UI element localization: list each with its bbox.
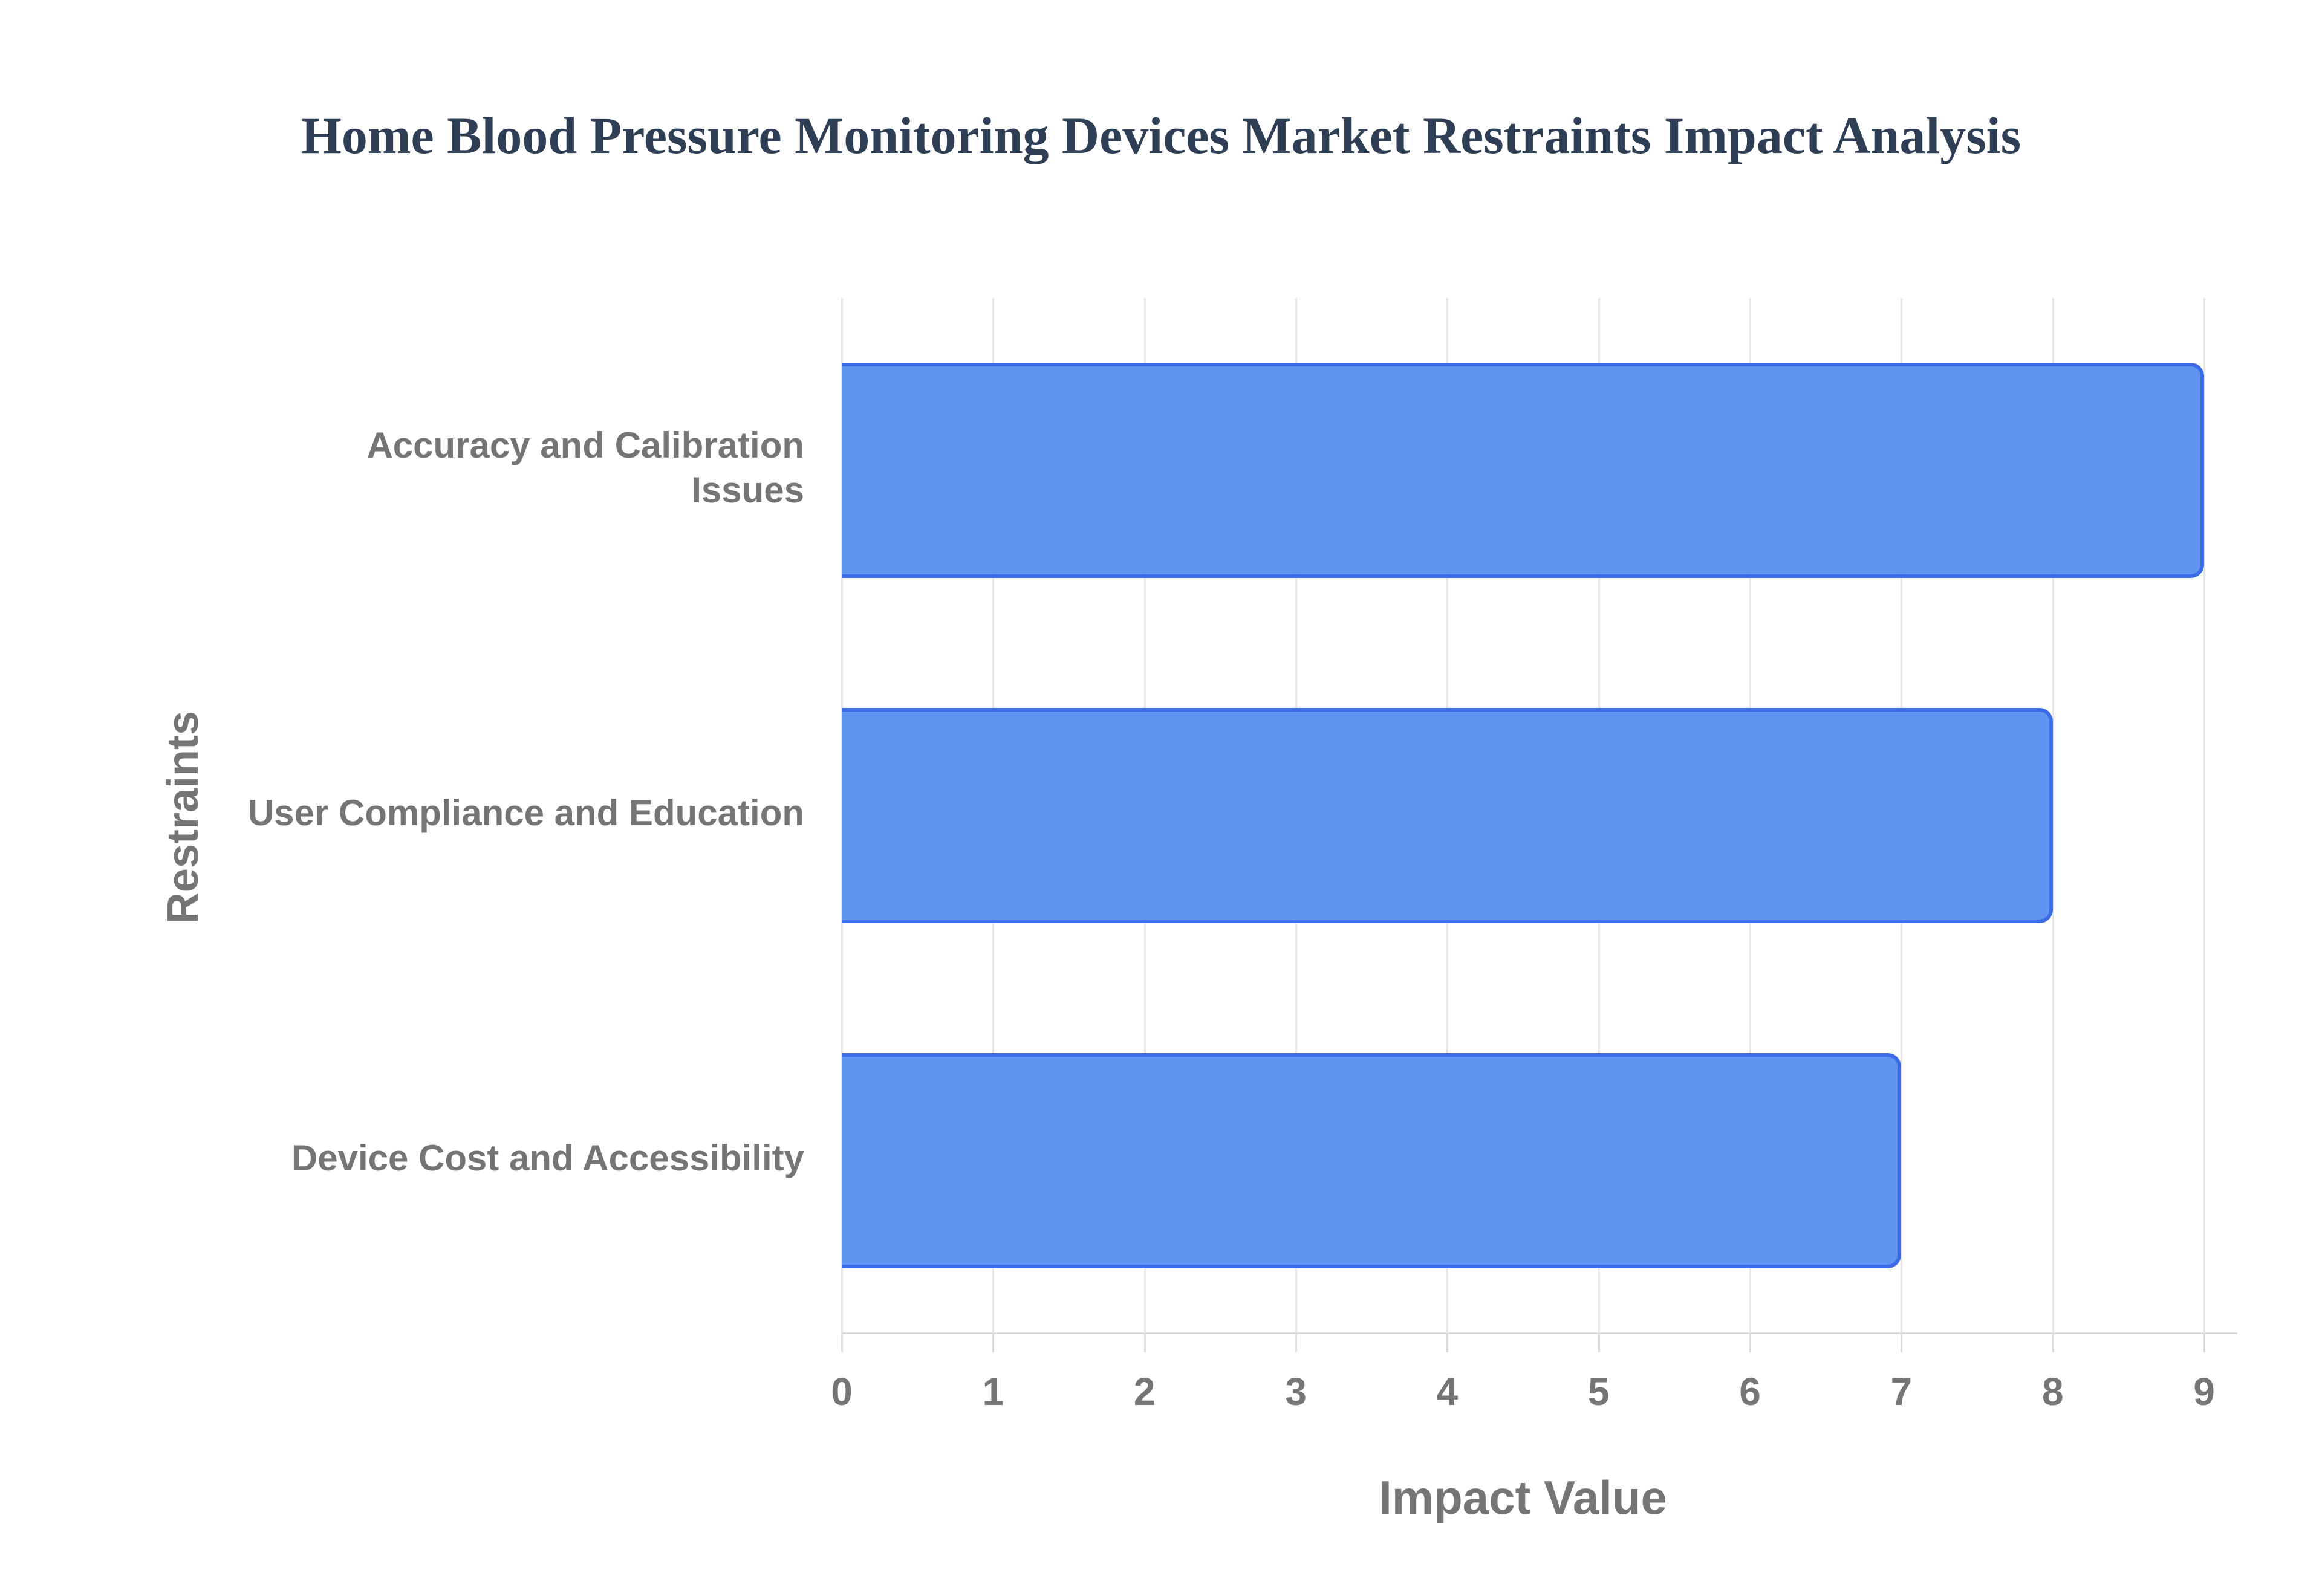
x-axis-line — [842, 1332, 2237, 1334]
x-tick-mark-7 — [1901, 1333, 1903, 1352]
y-category-label-user-compliance-and-education: User Compliance and Education — [247, 793, 804, 833]
x-tick-label-6: 6 — [1739, 1370, 1761, 1413]
x-tick-label-5: 5 — [1587, 1370, 1610, 1413]
plot-area — [841, 298, 2237, 1352]
x-tick-label-9: 9 — [2193, 1370, 2215, 1413]
x-tick-label-7: 7 — [1890, 1370, 1913, 1413]
x-tick-mark-3 — [1295, 1333, 1297, 1352]
x-tick-mark-8 — [2052, 1333, 2054, 1352]
chart-title: Home Blood Pressure Monitoring Devices M… — [301, 106, 2021, 164]
x-tick-mark-1 — [992, 1333, 995, 1352]
y-category-label-device-cost-and-accessibility: Device Cost and Accessibility — [291, 1137, 804, 1178]
x-axis-title: Impact Value — [1379, 1471, 1667, 1524]
x-tick-label-4: 4 — [1436, 1370, 1459, 1413]
y-category-label-accuracy-and-calibration-issues: Accuracy and Calibration Issues — [366, 425, 804, 511]
y-axis-title: Restraints — [159, 710, 207, 924]
x-tick-label-8: 8 — [2041, 1370, 2064, 1413]
x-tick-label-3: 3 — [1285, 1370, 1307, 1413]
x-tick-mark-0 — [841, 1333, 843, 1352]
bar-accuracy-and-calibration-issues[interactable] — [842, 363, 2204, 579]
x-tick-mark-6 — [1749, 1333, 1751, 1352]
x-tick-mark-2 — [1143, 1333, 1146, 1352]
gridline-x-8 — [2052, 298, 2054, 1333]
gridline-x-9 — [2203, 298, 2205, 1333]
x-tick-mark-5 — [1598, 1333, 1600, 1352]
x-tick-label-2: 2 — [1133, 1370, 1156, 1413]
x-tick-label-0: 0 — [831, 1370, 853, 1413]
bar-user-compliance-and-education[interactable] — [842, 708, 2053, 923]
x-tick-mark-4 — [1446, 1333, 1449, 1352]
x-tick-label-1: 1 — [982, 1370, 1004, 1413]
bar-device-cost-and-accessibility[interactable] — [842, 1053, 1902, 1268]
x-tick-mark-9 — [2203, 1333, 2205, 1352]
